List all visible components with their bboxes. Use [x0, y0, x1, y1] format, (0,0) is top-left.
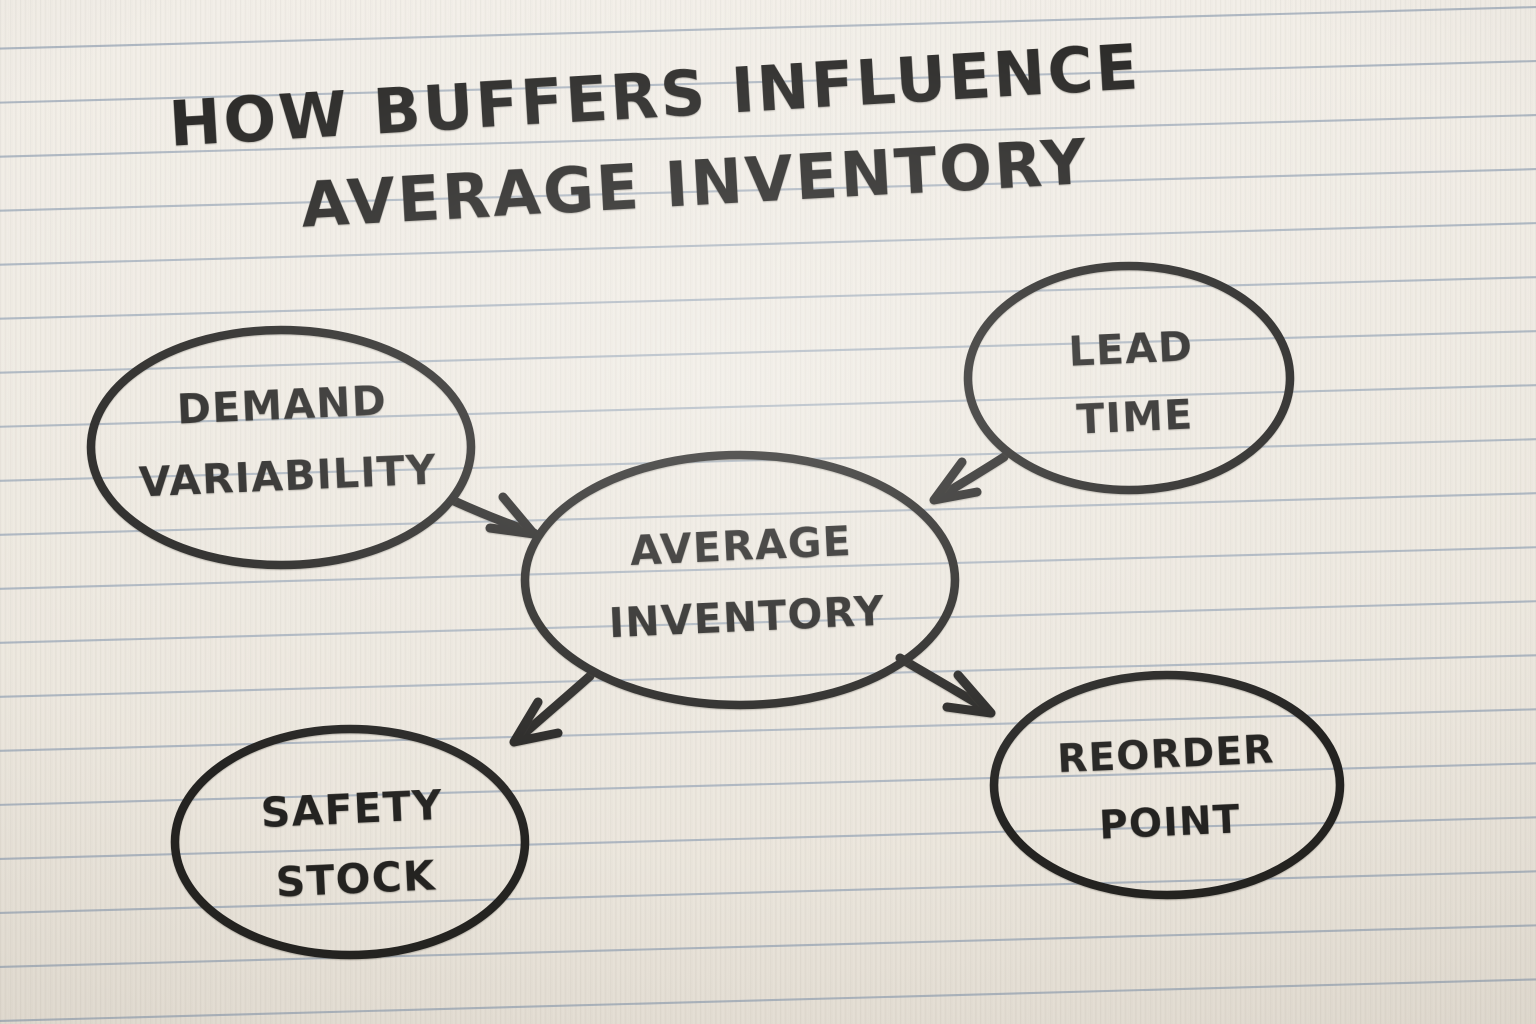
rule-line — [0, 921, 1536, 971]
rule-line — [0, 57, 1536, 107]
rule-line — [0, 381, 1536, 431]
rule-line — [0, 867, 1536, 917]
rule-line — [0, 813, 1536, 863]
rule-line — [0, 3, 1536, 53]
rule-line — [0, 219, 1536, 269]
rule-line — [0, 651, 1536, 701]
rule-line — [0, 111, 1536, 161]
rule-line — [0, 543, 1536, 593]
rule-line — [0, 165, 1536, 215]
rule-line — [0, 759, 1536, 809]
rule-line — [0, 597, 1536, 647]
rule-line — [0, 975, 1536, 1024]
rule-line — [0, 705, 1536, 755]
rule-line — [0, 273, 1536, 323]
rule-line — [0, 489, 1536, 539]
rule-line — [0, 327, 1536, 377]
rule-line — [0, 435, 1536, 485]
